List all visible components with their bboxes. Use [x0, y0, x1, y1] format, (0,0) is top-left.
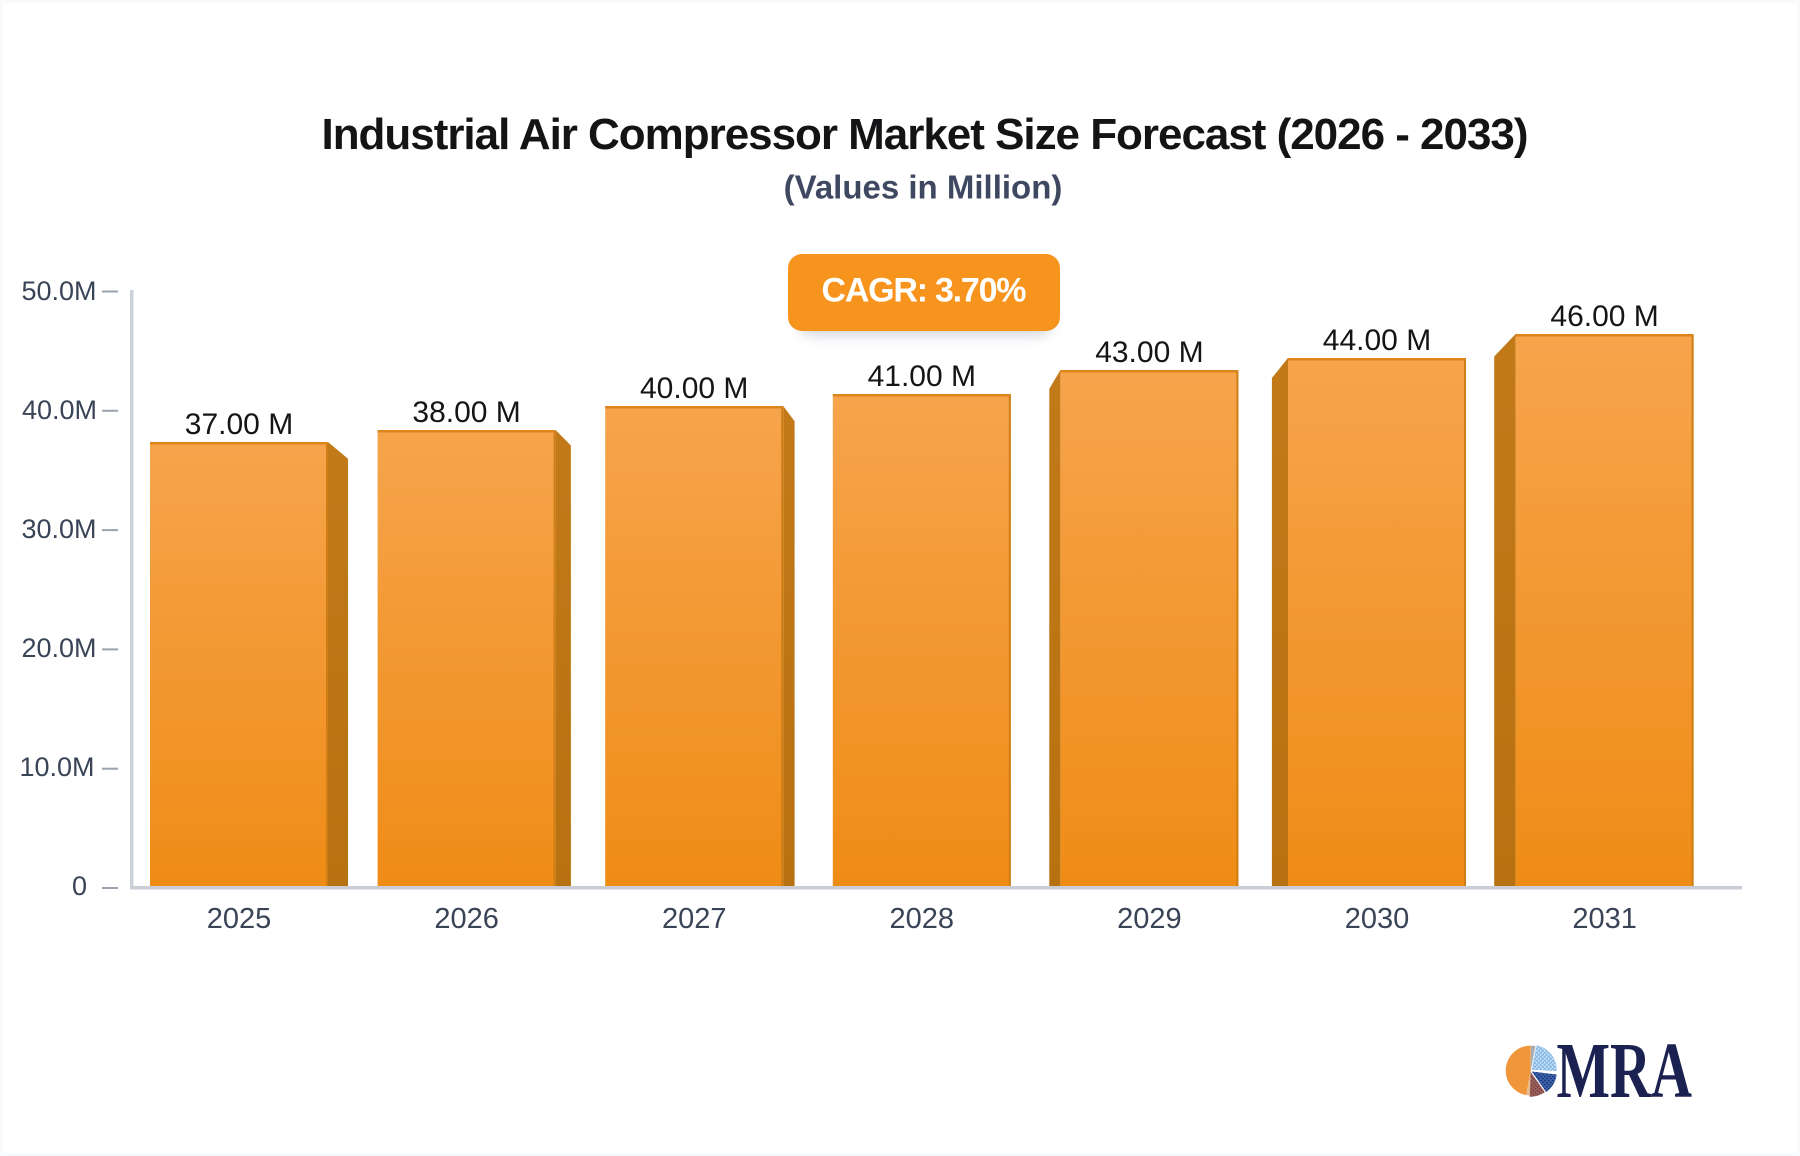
svg-text:43.00 M: 43.00 M	[1095, 336, 1203, 369]
svg-text:30.0M: 30.0M	[22, 514, 97, 544]
svg-text:44.00 M: 44.00 M	[1323, 324, 1431, 357]
svg-text:0: 0	[72, 871, 87, 901]
svg-text:2030: 2030	[1345, 903, 1410, 935]
svg-text:2027: 2027	[662, 903, 727, 935]
svg-text:2031: 2031	[1572, 903, 1637, 935]
svg-text:Industrial Air Compressor Mark: Industrial Air Compressor Market Size Fo…	[322, 110, 1529, 159]
svg-text:50.0M: 50.0M	[22, 276, 97, 306]
svg-text:46.00 M: 46.00 M	[1550, 300, 1658, 333]
svg-text:2029: 2029	[1117, 903, 1182, 935]
svg-text:37.00 M: 37.00 M	[185, 408, 293, 441]
svg-text:20.0M: 20.0M	[22, 633, 97, 663]
svg-text:CAGR: 3.70%: CAGR: 3.70%	[822, 272, 1027, 310]
svg-text:2025: 2025	[207, 903, 272, 935]
svg-text:40.0M: 40.0M	[22, 395, 97, 425]
svg-text:10.0M: 10.0M	[20, 752, 95, 782]
svg-text:MRA: MRA	[1557, 1028, 1693, 1115]
svg-text:2028: 2028	[890, 903, 955, 935]
svg-text:38.00 M: 38.00 M	[412, 396, 520, 429]
svg-text:(Values in Million): (Values in Million)	[784, 169, 1063, 206]
svg-text:40.00 M: 40.00 M	[640, 372, 748, 405]
svg-text:2026: 2026	[434, 903, 499, 935]
svg-text:41.00 M: 41.00 M	[868, 360, 976, 393]
